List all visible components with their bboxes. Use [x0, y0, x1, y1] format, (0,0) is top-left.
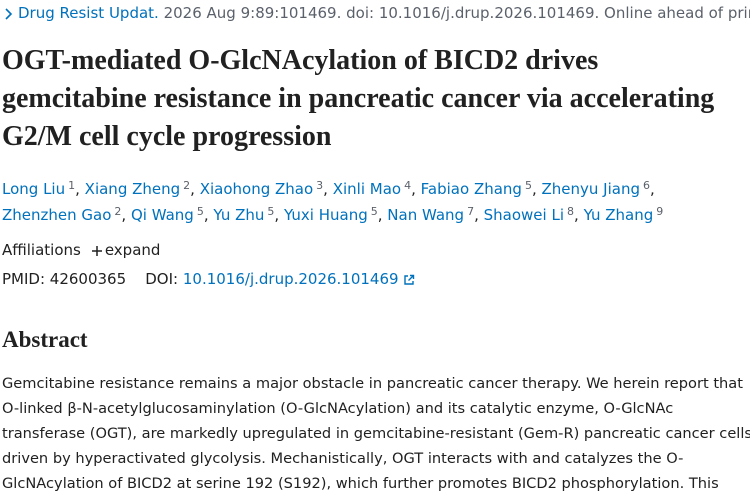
- affiliation-number[interactable]: 5: [524, 179, 532, 192]
- plus-icon[interactable]: [91, 245, 103, 257]
- author-separator: ,: [377, 206, 383, 224]
- author-separator: ,: [411, 180, 416, 198]
- author: Xiaohong Zhao 3,: [200, 180, 328, 198]
- author-separator: ,: [531, 180, 537, 198]
- author-separator: ,: [75, 180, 80, 198]
- abstract-line: GlcNAcylation of BICD2 at serine 192 (S1…: [2, 475, 719, 492]
- affiliation-number[interactable]: 6: [643, 179, 650, 192]
- abstract-line: O-linked β-N-acetylglucosaminylation (O-…: [2, 400, 674, 417]
- affiliation-number[interactable]: 5: [196, 205, 204, 218]
- affiliation-number[interactable]: 7: [467, 205, 475, 218]
- author: Long Liu 1,: [2, 180, 80, 198]
- pmid-label: PMID:: [2, 270, 46, 288]
- abstract-line: driven by hyperactivated glycolysis. Mec…: [2, 450, 684, 467]
- affiliation-number[interactable]: 8: [567, 205, 574, 218]
- author-name[interactable]: Zhenzhen Gao: [2, 206, 112, 224]
- identifiers: PMID: 42600365 DOI: 10.1016/j.drup.2026.…: [2, 270, 415, 288]
- affiliation-number[interactable]: 5: [267, 205, 275, 218]
- author: Nan Wang 7,: [387, 206, 479, 224]
- author: Yu Zhang 9: [584, 206, 664, 224]
- author: Xinli Mao 4,: [333, 180, 416, 198]
- author: Zhenyu Jiang 6,: [542, 180, 655, 198]
- author-separator: ,: [474, 206, 479, 224]
- affiliation-number[interactable]: 3: [316, 179, 324, 192]
- author: Shaowei Li 8,: [484, 206, 579, 224]
- author-name[interactable]: Yuxi Huang: [283, 206, 368, 224]
- author-separator: ,: [574, 206, 579, 224]
- author: Yu Zhu 5,: [213, 206, 279, 224]
- author-list: Long Liu 1, Xiang Zheng 2, Xiaohong Zhao 3,…: [2, 176, 732, 228]
- affiliations-label: Affiliations: [2, 241, 81, 259]
- doi-link[interactable]: 10.1016/j.drup.2026.101469: [182, 270, 399, 288]
- author-name[interactable]: Xiang Zheng: [84, 180, 181, 198]
- author-name[interactable]: Fabiao Zhang: [420, 180, 522, 198]
- journal-link[interactable]: Drug Resist Updat.: [18, 4, 159, 22]
- chevron-icon: [5, 8, 13, 20]
- abstract-line: transferase (OGT), are markedly upregula…: [2, 425, 750, 442]
- author-name[interactable]: Shaowei Li: [483, 206, 564, 224]
- citation-details: 2026 Aug 9:89:101469. doi: 10.1016/j.dru…: [163, 4, 750, 22]
- author-name[interactable]: Xiaohong Zhao: [199, 180, 314, 198]
- author-name[interactable]: Long Liu: [2, 180, 66, 198]
- author-name[interactable]: Xinli Mao: [332, 180, 402, 198]
- author: Zhenzhen Gao 2,: [2, 206, 126, 224]
- author-name[interactable]: Yu Zhu: [213, 206, 265, 224]
- author-name[interactable]: Nan Wang: [387, 206, 465, 224]
- author-separator: ,: [323, 180, 328, 198]
- affiliation-number[interactable]: 4: [404, 179, 412, 192]
- author-name[interactable]: Yu Zhang: [583, 206, 654, 224]
- doi-label: DOI:: [145, 270, 179, 288]
- affiliation-number[interactable]: 2: [183, 179, 191, 192]
- author: Yuxi Huang 5,: [284, 206, 383, 224]
- author: Xiang Zheng 2,: [85, 180, 195, 198]
- affiliation-number[interactable]: 1: [68, 179, 76, 192]
- abstract-text: Gemcitabine resistance remains a major o…: [2, 371, 750, 496]
- author-name[interactable]: Qi Wang: [130, 206, 194, 224]
- abstract-heading: Abstract: [2, 327, 88, 352]
- author-separator: ,: [650, 180, 655, 198]
- abstract-line: Gemcitabine resistance remains a major o…: [2, 375, 743, 392]
- article-title: OGT-mediated O-GlcNAcylation of BICD2 dr…: [2, 45, 715, 152]
- author-separator: ,: [121, 206, 127, 224]
- affiliation-number[interactable]: 2: [114, 205, 122, 218]
- author-name[interactable]: Zhenyu Jiang: [541, 180, 640, 198]
- affiliation-number[interactable]: 5: [370, 205, 378, 218]
- external-link-icon[interactable]: [403, 274, 415, 286]
- author: Qi Wang 5,: [131, 206, 209, 224]
- affiliations-row: Affiliations expand: [2, 241, 160, 259]
- citation: Drug Resist Updat. 2026 Aug 9:89:101469.…: [4, 4, 750, 22]
- author-separator: ,: [190, 180, 195, 198]
- author: Fabiao Zhang 5,: [421, 180, 537, 198]
- expand-toggle[interactable]: expand: [104, 241, 161, 259]
- affiliation-number[interactable]: 9: [656, 205, 664, 218]
- pmid: 42600365: [49, 270, 127, 288]
- author-separator: ,: [274, 206, 280, 224]
- author-separator: ,: [203, 206, 209, 224]
